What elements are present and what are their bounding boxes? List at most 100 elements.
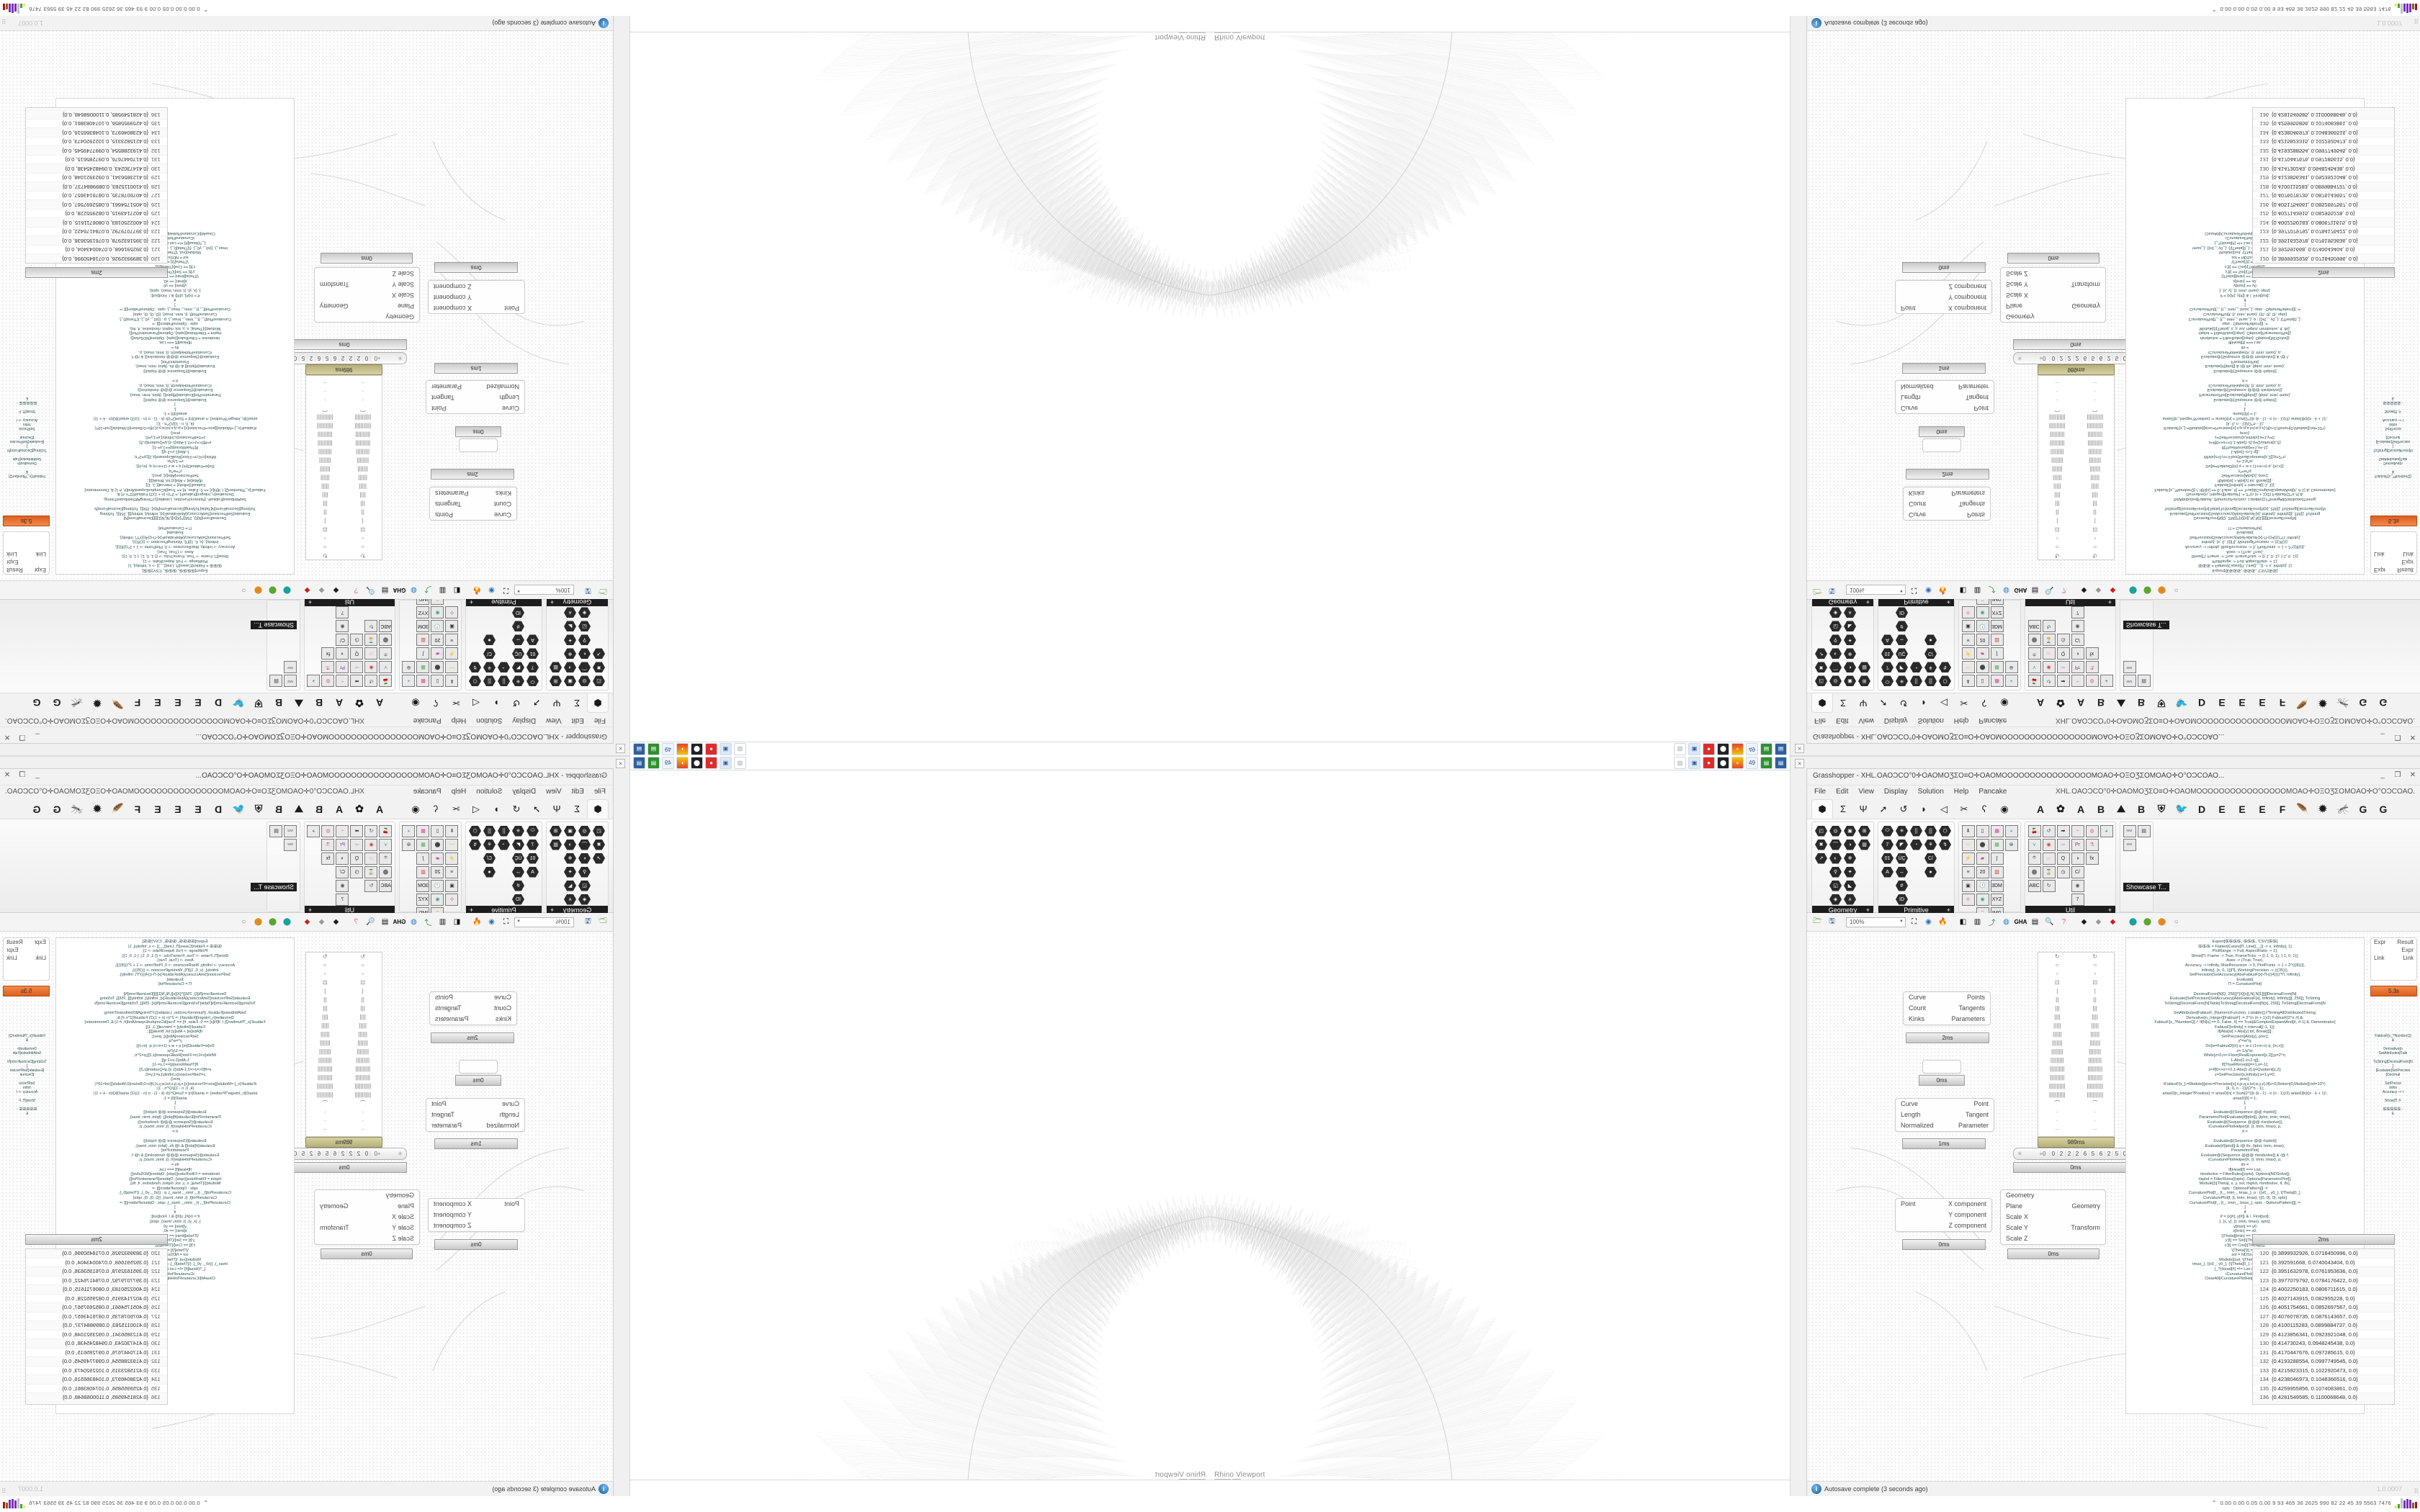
box-icon[interactable]: ◰ bbox=[1814, 824, 1828, 837]
monitor-icon[interactable]: ▣ bbox=[1688, 743, 1700, 755]
ribbon-tab-sec-2[interactable]: A bbox=[2076, 803, 2085, 815]
data-output-panel[interactable]: 120 {0.3899932926, 0.0718450996, 0.0} 121{… bbox=[25, 107, 168, 264]
ribbon-tab-9[interactable]: ◉ bbox=[411, 698, 420, 709]
grasshopper-canvas[interactable]: Curve Points Count Tangents Kinks Parameter… bbox=[1807, 932, 2420, 1496]
facet-icon[interactable]: ◱ bbox=[578, 620, 591, 633]
search-icon[interactable]: 🔍 bbox=[366, 586, 375, 594]
slider-digit-0[interactable]: 0 bbox=[363, 1151, 371, 1157]
open-file-icon[interactable]: 🗁 bbox=[598, 587, 607, 595]
clock-slash-icon[interactable]: ◷ bbox=[350, 865, 364, 878]
ribbon-tab-7[interactable]: ✂ bbox=[452, 698, 460, 709]
node-expression[interactable]: Expr Result Expr Link Link bbox=[2370, 937, 2417, 981]
slider-digit-9[interactable]: 0 bbox=[2120, 1151, 2128, 1157]
x-icon[interactable]: ✖ bbox=[1814, 661, 1828, 674]
node-curve-divide[interactable]: Curve Points Count Tangents Kinks Parameter… bbox=[429, 487, 517, 521]
abc-icon[interactable]: ᴀ bbox=[1843, 606, 1857, 619]
menu-item-view[interactable]: View bbox=[546, 788, 562, 796]
ribbon-tab-sec-12[interactable]: F bbox=[134, 803, 141, 815]
xyz-icon[interactable]: XYZ bbox=[416, 606, 430, 619]
burst-icon[interactable]: ✳ bbox=[511, 675, 525, 688]
ribbon-tab-sec-8[interactable]: D bbox=[2197, 803, 2206, 815]
ribbon-tab-sec-11[interactable]: E bbox=[154, 697, 161, 709]
ribbon-tab-sec-14[interactable]: ✹ bbox=[2318, 698, 2327, 709]
snowflake-icon[interactable]: ❄ bbox=[1843, 647, 1857, 660]
uc-icon[interactable]: ÜÇ bbox=[1895, 647, 1909, 660]
menu-item-solution[interactable]: Solution bbox=[1917, 716, 1944, 724]
node-deconstruct-point[interactable]: Point X component Y component Z component bbox=[428, 1198, 525, 1232]
ribbon-tab-5[interactable]: ◗ bbox=[493, 698, 499, 708]
key-icon[interactable]: ⚲ bbox=[578, 865, 591, 878]
ribbon-tab-sec-3[interactable]: B bbox=[2097, 803, 2105, 815]
presentation-icon[interactable]: ▤ bbox=[2137, 675, 2151, 688]
ribbon-tab-sec-12[interactable]: F bbox=[134, 697, 141, 709]
undo-icon[interactable]: ↺ bbox=[2042, 675, 2056, 688]
greengrid-icon[interactable]: ▦ bbox=[1990, 661, 2004, 674]
swirl-icon[interactable]: ◉ bbox=[336, 620, 349, 633]
axes-icon[interactable]: ⋎ bbox=[379, 661, 393, 674]
save-file-icon[interactable]: 🖫 bbox=[585, 917, 591, 925]
clockface-icon[interactable]: 🕐 bbox=[1976, 879, 1989, 892]
dashed-circle-icon[interactable]: ○ bbox=[241, 586, 246, 594]
ribbon-tab-6[interactable]: ◁ bbox=[1940, 698, 1948, 709]
menu-item-file[interactable]: File bbox=[1814, 716, 1827, 724]
shade-icon[interactable]: ◑ bbox=[563, 661, 577, 674]
cube-icon[interactable]: ▣ bbox=[563, 675, 577, 688]
ribbon-tab-4[interactable]: ↺ bbox=[1899, 803, 1908, 814]
uc-icon[interactable]: ÜÇ bbox=[1895, 852, 1909, 865]
node-glyph-list[interactable]: ↻ ↻ ○ ○ ▫ ▫ ⊡ ⊡ | | || || ||| ||| |||| |||| ||||| ||||| ||… bbox=[305, 375, 382, 560]
list-icon[interactable]: ≡ bbox=[445, 865, 459, 878]
xyz-icon[interactable]: XYZ bbox=[1990, 893, 2004, 906]
maximize-button[interactable]: ❐ bbox=[2394, 771, 2401, 779]
flask-icon[interactable]: ⚗ bbox=[2085, 838, 2099, 851]
black-shade-icon[interactable]: ◆ bbox=[2081, 918, 2087, 926]
x-icon[interactable]: ✖ bbox=[592, 661, 606, 674]
node-blank[interactable] bbox=[1922, 438, 1961, 452]
list-icon[interactable]: ≡ bbox=[1961, 634, 1975, 647]
menu-item-display[interactable]: Display bbox=[1883, 788, 1908, 796]
black-shade-icon[interactable]: ◆ bbox=[333, 918, 339, 926]
ribbon-tab-sec-17[interactable]: G bbox=[32, 697, 41, 709]
glasses-2-icon[interactable]: 👓 bbox=[284, 838, 297, 851]
ribbon-tab-1[interactable]: Σ bbox=[1839, 698, 1847, 708]
colorwheel-icon[interactable]: ◕ bbox=[402, 675, 416, 688]
snowflake-icon[interactable]: ❄ bbox=[563, 852, 577, 865]
ribbon-tab-sec-11[interactable]: E bbox=[154, 803, 161, 815]
letter-a-icon[interactable]: A bbox=[526, 634, 539, 647]
slider-digit-7[interactable]: 2 bbox=[2105, 355, 2112, 361]
id-icon[interactable]: ID bbox=[1895, 606, 1909, 619]
gauge-icon[interactable]: ◑ bbox=[2071, 647, 2084, 660]
burst-icon[interactable]: ✳ bbox=[511, 824, 525, 837]
sphere-icon[interactable]: ● bbox=[483, 634, 496, 647]
cherries-icon[interactable]: 🍒 bbox=[379, 675, 393, 688]
tree-icon[interactable]: ⚘ bbox=[1924, 661, 1937, 674]
atom-icon[interactable]: ⊛ bbox=[402, 661, 416, 674]
circle-icon[interactable]: ◎ bbox=[1829, 675, 1842, 688]
ribbon-tab-sec-7[interactable]: 🐦 bbox=[2175, 803, 2188, 814]
eraser-icon[interactable]: ▱ bbox=[364, 852, 378, 865]
toggle-icon[interactable]: ▯ bbox=[1976, 675, 1989, 688]
menu-item-help[interactable]: Help bbox=[1953, 788, 1969, 796]
halftone-icon[interactable]: ▒ bbox=[483, 675, 496, 688]
grasshopper-canvas[interactable]: Curve Points Count Tangents Kinks Parameter… bbox=[0, 16, 613, 580]
cslash2-icon[interactable]: C/ bbox=[336, 865, 349, 878]
cslash2-icon[interactable]: C/ bbox=[336, 634, 349, 647]
ribbon-tab-sec-17[interactable]: G bbox=[2379, 803, 2388, 815]
ribbon-tab-sec-7[interactable]: 🐦 bbox=[2175, 698, 2188, 709]
save-blue-icon[interactable]: ▤ bbox=[1775, 743, 1787, 755]
ribbon-tab-6[interactable]: ◁ bbox=[472, 698, 480, 709]
slider-digit-3[interactable]: 2 bbox=[339, 355, 347, 361]
mesh-icon[interactable]: ▨ bbox=[1674, 757, 1686, 769]
ribbon-tab-7[interactable]: ✂ bbox=[1960, 803, 1968, 814]
abc-script-icon[interactable]: ABC bbox=[2027, 620, 2041, 633]
monitor-icon[interactable]: ▣ bbox=[720, 743, 732, 755]
toggle-icon[interactable]: ▯ bbox=[1976, 824, 1989, 837]
sphere-icon[interactable]: ● bbox=[483, 865, 496, 878]
pinkbar-icon[interactable]: ▦ bbox=[1990, 675, 2004, 688]
pr-icon[interactable]: Pr bbox=[336, 661, 349, 674]
node-curve-divide[interactable]: Curve Points Count Tangents Kinks Parameter… bbox=[429, 991, 517, 1025]
seven-icon[interactable]: 7 bbox=[1881, 838, 1894, 851]
ribbon-tab-9[interactable]: ◉ bbox=[411, 803, 420, 814]
fx-icon[interactable]: fx bbox=[321, 852, 335, 865]
gradient-icon[interactable]: ▰ bbox=[1976, 647, 1989, 660]
